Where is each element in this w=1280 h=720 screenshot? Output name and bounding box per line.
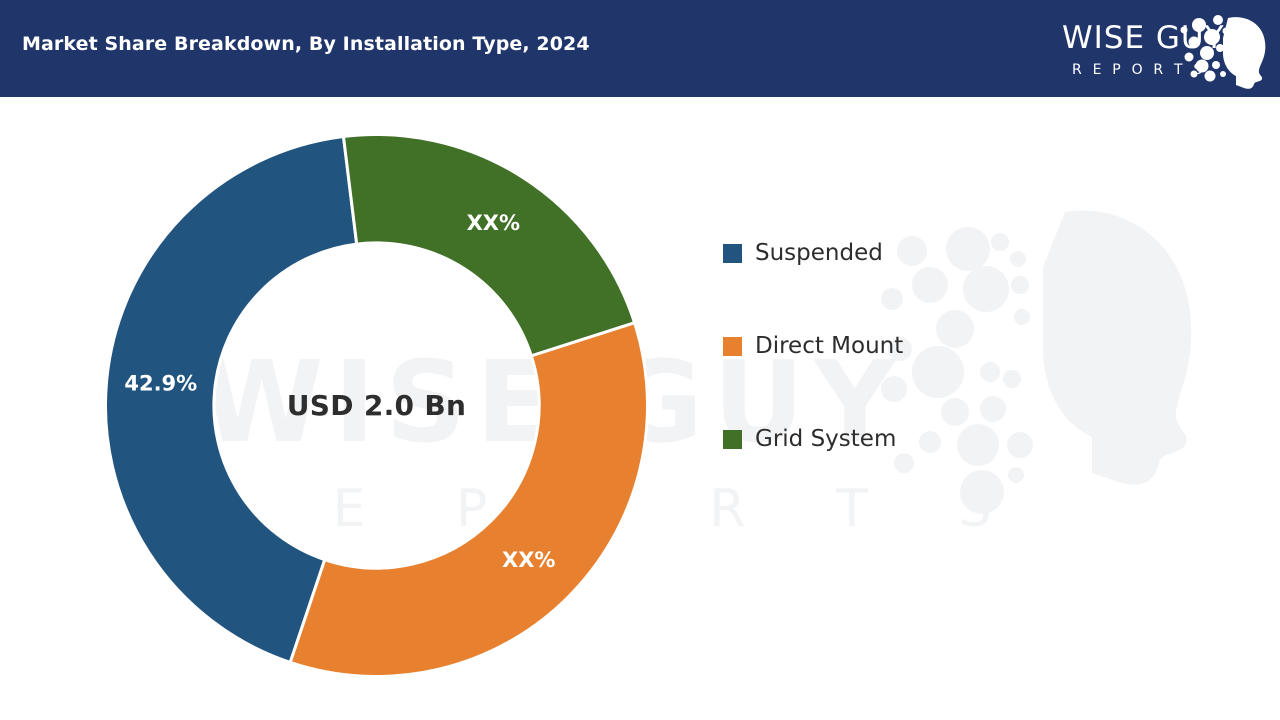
legend-item-grid-system[interactable]: Grid System: [723, 425, 1023, 453]
donut-slice[interactable]: [341, 133, 637, 358]
donut-slice[interactable]: [103, 134, 359, 665]
legend-label: Suspended: [755, 239, 883, 266]
legend-swatch-icon: [723, 429, 742, 449]
slice-data-label: XX%: [502, 548, 555, 572]
chart-area: WISE GUY R E P O R T S 42.9%XX%XX% USD 2…: [0, 97, 1280, 720]
legend-label: Direct Mount: [755, 332, 904, 359]
header-bar: Market Share Breakdown, By Installation …: [0, 0, 1280, 97]
legend-item-direct-mount[interactable]: Direct Mount: [723, 332, 1023, 360]
donut-slice[interactable]: [288, 320, 649, 678]
slice-data-label: 42.9%: [124, 372, 197, 396]
svg-text:R E P O R T S: R E P O R T S: [1072, 62, 1206, 78]
slice-data-label: XX%: [467, 211, 520, 235]
legend-swatch-icon: [723, 336, 742, 356]
donut-chart: 42.9% XX% XX%: [103, 133, 649, 678]
page-title: Market Share Breakdown, By Installation …: [22, 33, 590, 55]
head-profile-dots-icon: [1180, 15, 1266, 89]
legend-swatch-icon: [723, 243, 742, 263]
chart-legend: Suspended Direct Mount Grid System: [723, 239, 1023, 518]
legend-item-suspended[interactable]: Suspended: [723, 239, 1023, 267]
wise-guy-reports-logo: WISE GUY R E P O R T S: [1060, 8, 1272, 90]
legend-label: Grid System: [755, 425, 897, 452]
